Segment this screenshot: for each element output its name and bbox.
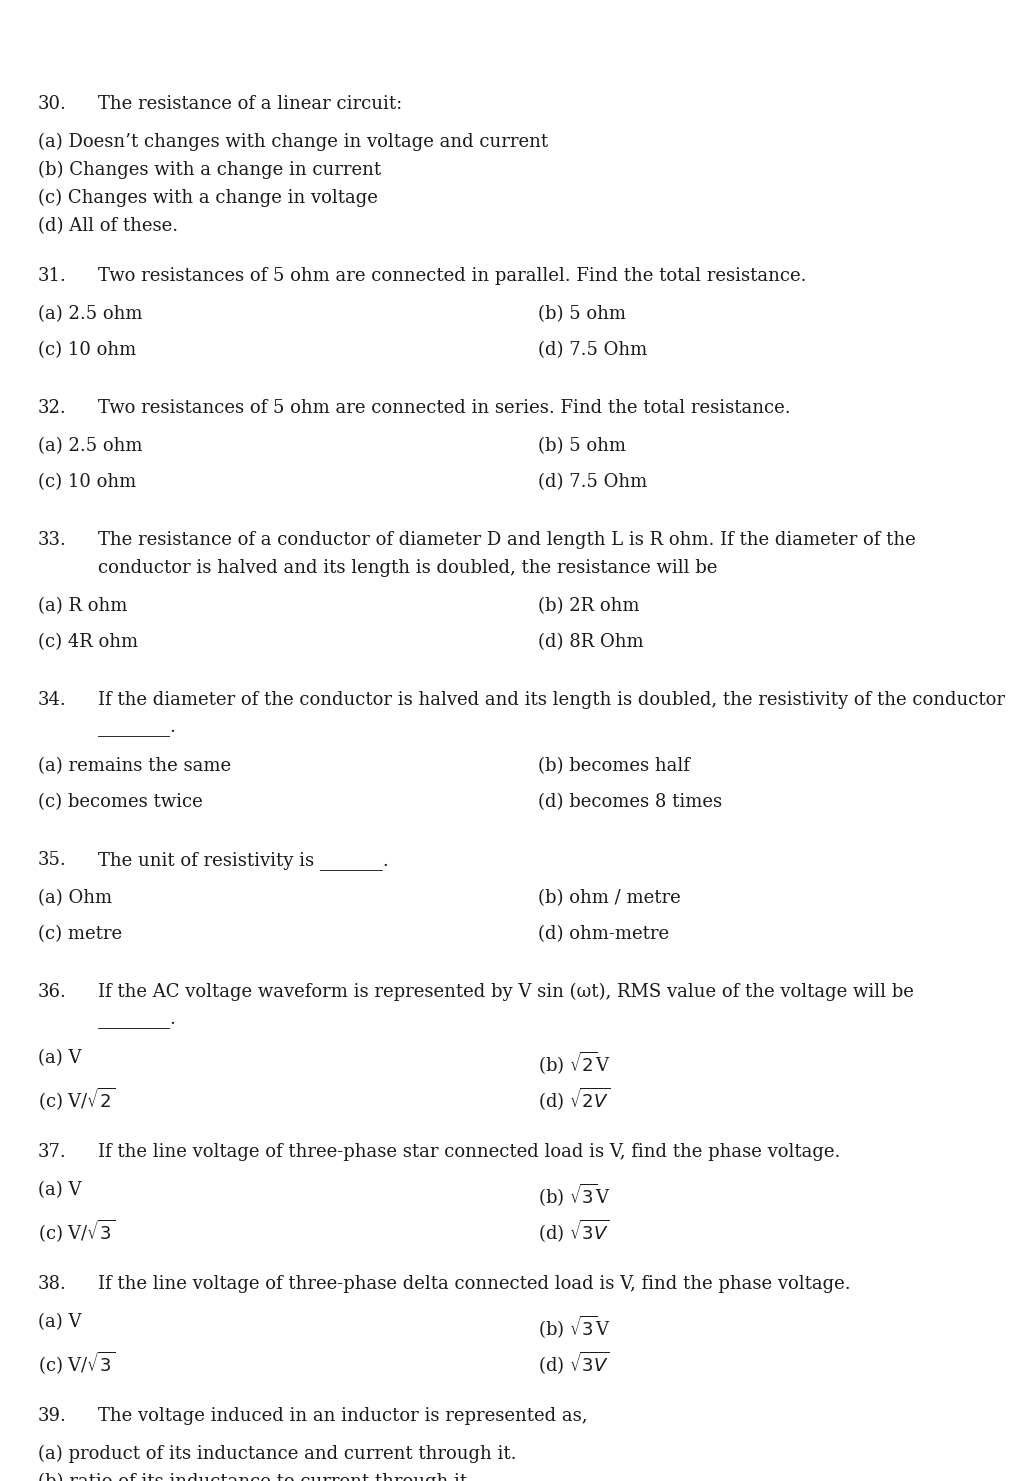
Text: (d) All of these.: (d) All of these. [38,218,178,235]
Text: (b) becomes half: (b) becomes half [538,757,689,775]
Text: 31.: 31. [38,267,67,284]
Text: Two resistances of 5 ohm are connected in series. Find the total resistance.: Two resistances of 5 ohm are connected i… [98,398,791,418]
Text: 39.: 39. [38,1407,67,1425]
Text: (b) 5 ohm: (b) 5 ohm [538,437,626,455]
Text: (b) 2R ohm: (b) 2R ohm [538,597,639,615]
Text: ________.: ________. [98,1012,176,1029]
Text: (d) 7.5 Ohm: (d) 7.5 Ohm [538,341,647,358]
Text: (a) 2.5 ohm: (a) 2.5 ohm [38,437,142,455]
Text: (c) 10 ohm: (c) 10 ohm [38,341,136,358]
Text: The resistance of a linear circuit:: The resistance of a linear circuit: [98,95,402,113]
Text: 38.: 38. [38,1275,67,1293]
Text: (b) Changes with a change in current: (b) Changes with a change in current [38,161,381,179]
Text: (d) ohm-metre: (d) ohm-metre [538,926,669,943]
Text: 37.: 37. [38,1143,67,1161]
Text: ________.: ________. [98,718,176,738]
Text: (d) 8R Ohm: (d) 8R Ohm [538,632,643,652]
Text: The resistance of a conductor of diameter D and length L is R ohm. If the diamet: The resistance of a conductor of diamete… [98,532,915,549]
Text: If the line voltage of three-phase star connected load is V, find the phase volt: If the line voltage of three-phase star … [98,1143,841,1161]
Text: (a) V: (a) V [38,1314,82,1331]
Text: (c) becomes twice: (c) becomes twice [38,792,203,812]
Text: (b) $\sqrt{2}$V: (b) $\sqrt{2}$V [538,1049,610,1075]
Text: 34.: 34. [38,692,67,709]
Text: (c) V/$\sqrt{3}$: (c) V/$\sqrt{3}$ [38,1217,116,1244]
Text: The unit of resistivity is _______.: The unit of resistivity is _______. [98,852,389,869]
Text: Two resistances of 5 ohm are connected in parallel. Find the total resistance.: Two resistances of 5 ohm are connected i… [98,267,807,284]
Text: (b) $\sqrt{3}$V: (b) $\sqrt{3}$V [538,1180,610,1208]
Text: (c) 10 ohm: (c) 10 ohm [38,472,136,492]
Text: (d) $\sqrt{3V}$: (d) $\sqrt{3V}$ [538,1217,609,1244]
Text: The voltage induced in an inductor is represented as,: The voltage induced in an inductor is re… [98,1407,588,1425]
Text: (b) 5 ohm: (b) 5 ohm [538,305,626,323]
Text: If the AC voltage waveform is represented by V sin (ωt), RMS value of the voltag: If the AC voltage waveform is represente… [98,983,913,1001]
Text: (a) remains the same: (a) remains the same [38,757,231,775]
Text: (a) R ohm: (a) R ohm [38,597,127,615]
Text: 35.: 35. [38,852,67,869]
Text: (c) metre: (c) metre [38,926,122,943]
Text: 32.: 32. [38,398,67,418]
Text: (c) Changes with a change in voltage: (c) Changes with a change in voltage [38,190,378,207]
Text: (b) $\sqrt{3}$V: (b) $\sqrt{3}$V [538,1314,610,1340]
Text: (c) V/$\sqrt{2}$: (c) V/$\sqrt{2}$ [38,1086,116,1112]
Text: 36.: 36. [38,983,67,1001]
Text: (a) Ohm: (a) Ohm [38,889,112,906]
Text: (c) V/$\sqrt{3}$: (c) V/$\sqrt{3}$ [38,1349,116,1376]
Text: (c) 4R ohm: (c) 4R ohm [38,632,138,652]
Text: (a) product of its inductance and current through it.: (a) product of its inductance and curren… [38,1445,516,1463]
Text: If the line voltage of three-phase delta connected load is V, find the phase vol: If the line voltage of three-phase delta… [98,1275,851,1293]
Text: (b) ohm / metre: (b) ohm / metre [538,889,680,906]
Text: (b) ratio of its inductance to current through it.: (b) ratio of its inductance to current t… [38,1474,473,1481]
Text: (d) $\sqrt{3V}$: (d) $\sqrt{3V}$ [538,1349,609,1376]
Text: conductor is halved and its length is doubled, the resistance will be: conductor is halved and its length is do… [98,558,718,578]
Text: (a) V: (a) V [38,1180,82,1200]
Text: If the diameter of the conductor is halved and its length is doubled, the resist: If the diameter of the conductor is halv… [98,692,1005,709]
Text: (d) becomes 8 times: (d) becomes 8 times [538,792,722,812]
Text: (a) 2.5 ohm: (a) 2.5 ohm [38,305,142,323]
Text: 33.: 33. [38,532,67,549]
Text: (a) V: (a) V [38,1049,82,1066]
Text: 30.: 30. [38,95,67,113]
Text: (a) Doesn’t changes with change in voltage and current: (a) Doesn’t changes with change in volta… [38,133,548,151]
Text: (d) 7.5 Ohm: (d) 7.5 Ohm [538,472,647,492]
Text: (d) $\sqrt{2V}$: (d) $\sqrt{2V}$ [538,1086,609,1112]
